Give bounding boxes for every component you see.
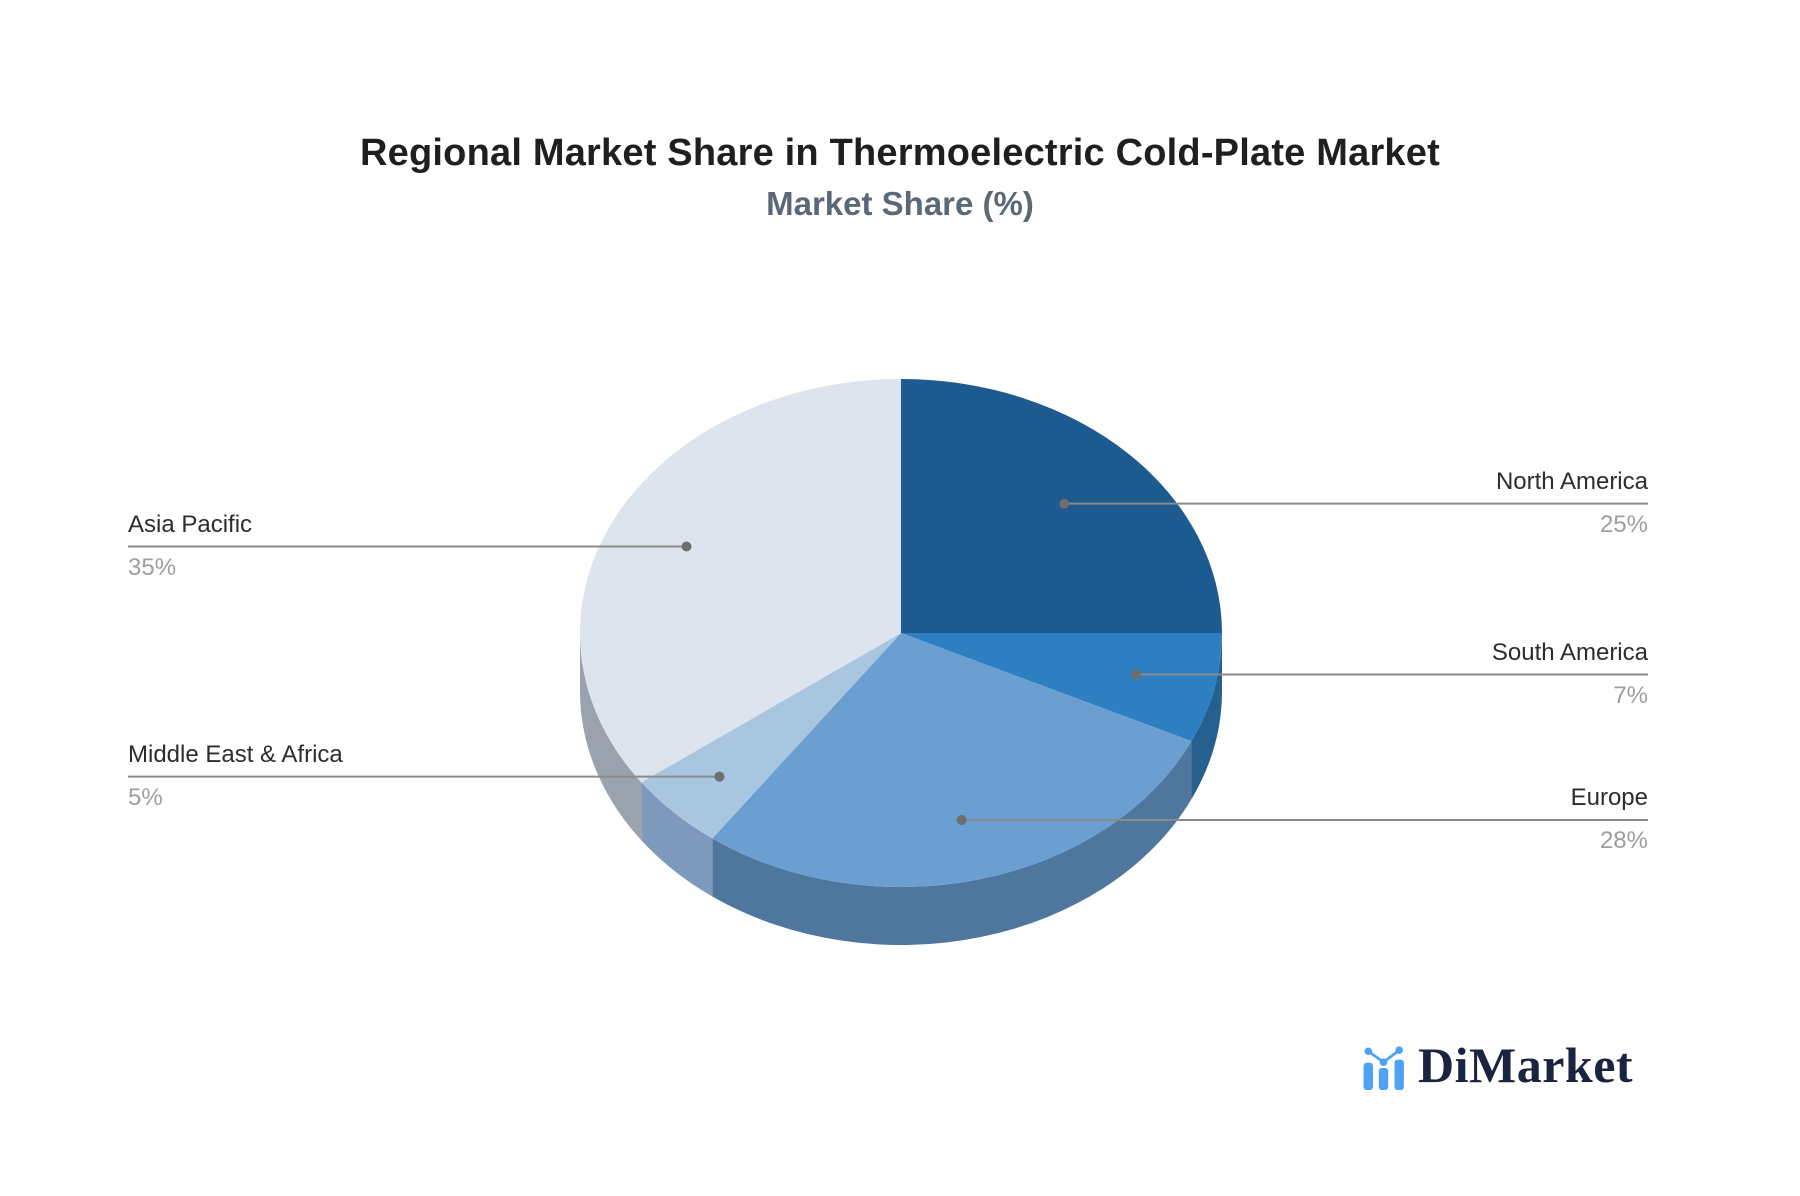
pie-slice-wall xyxy=(580,633,642,841)
slice-name-label: North America xyxy=(1495,468,1648,495)
pie-label-south-america: South America 7% xyxy=(1188,638,1648,711)
callout-dot xyxy=(956,814,967,825)
slice-name-label: Europe xyxy=(1570,784,1648,811)
pie-slice-south-america[interactable] xyxy=(901,633,1222,742)
slice-percent-label: 5% xyxy=(128,784,163,811)
pie-label-middle-east-africa: Middle East & Africa 5% xyxy=(128,740,588,813)
chart-title: Regional Market Share in Thermoelectric … xyxy=(360,132,1440,174)
bar-line-chart-icon xyxy=(1363,1046,1404,1090)
callout-dot xyxy=(1130,669,1141,680)
pie-slice-asia-pacific[interactable] xyxy=(580,379,901,783)
pie-label-north-america: North America 25% xyxy=(1188,467,1648,540)
slice-name-label: Middle East & Africa xyxy=(128,741,343,768)
slice-name-label: Asia Pacific xyxy=(128,511,253,538)
pie-label-asia-pacific: Asia Pacific 35% xyxy=(128,510,588,583)
brand-logo: DiMarket xyxy=(1363,1040,1633,1090)
callout-dot xyxy=(714,771,725,782)
pie-slice-wall xyxy=(712,741,1192,946)
pie-slice-europe[interactable] xyxy=(712,633,1192,888)
pie-slice-middle-east-africa[interactable] xyxy=(641,633,901,839)
slice-percent-label: 35% xyxy=(128,554,177,581)
slice-name-label: South America xyxy=(1491,639,1648,666)
slice-percent-label: 25% xyxy=(1599,511,1648,538)
pie-slice-wall xyxy=(641,782,713,897)
slice-percent-label: 7% xyxy=(1613,682,1648,709)
logo-wordmark: DiMarket xyxy=(1418,1037,1634,1093)
slice-percent-label: 28% xyxy=(1599,827,1648,854)
chart-subtitle: Market Share (%) xyxy=(766,185,1034,222)
callout-dot xyxy=(681,541,692,552)
pie-slice-wall xyxy=(1191,633,1222,800)
pie-label-europe: Europe 28% xyxy=(1188,783,1648,856)
callout-dot xyxy=(1059,498,1070,509)
